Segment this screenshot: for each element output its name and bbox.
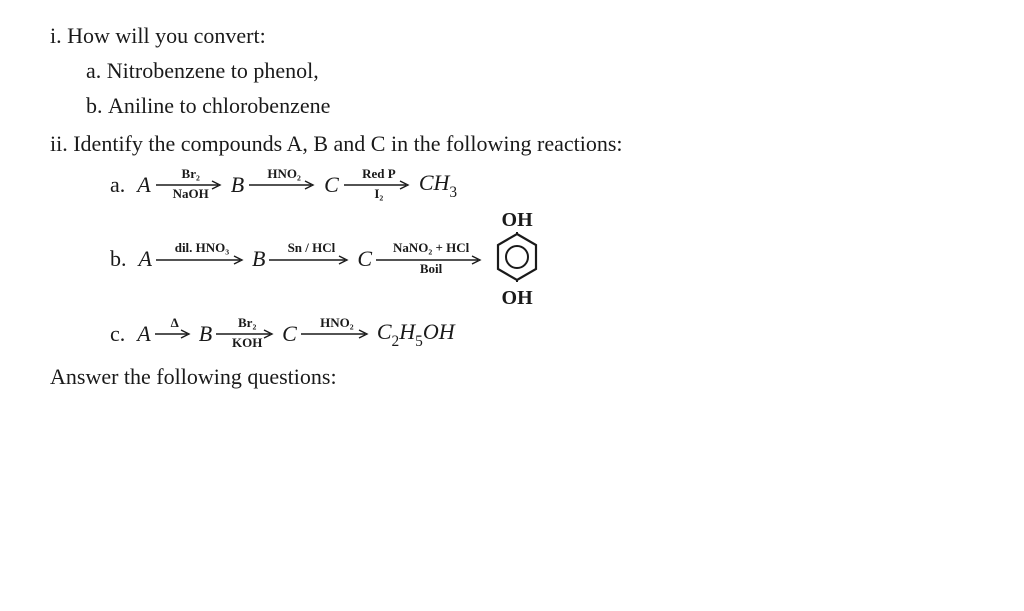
rxc-prod-h: H <box>399 319 415 344</box>
reaction-c: c. A Δ B Br₂ KOH C HNO₂ C2H5OH <box>50 314 994 353</box>
rxb-a2-bot <box>310 262 313 276</box>
rxb-B: B <box>252 241 265 276</box>
qi-a-label: a. <box>86 53 101 88</box>
rxc-a2-bot: KOH <box>232 336 262 350</box>
rxc-arrow3: HNO₂ <box>301 316 373 351</box>
rxc-prod-5: 5 <box>415 333 423 350</box>
rxc-a1-bot <box>173 336 176 350</box>
qi-a-text: Nitrobenzene to phenol, <box>107 53 319 88</box>
rxa-label: a. <box>110 167 125 202</box>
rxb-arrow3: NaNO₂ + HCl Boil <box>376 241 486 276</box>
rxb-arrow2: Sn / HCl <box>269 241 353 276</box>
rxa-B: B <box>231 167 244 202</box>
rxb-oh-top: OH <box>502 210 533 230</box>
rxb-a1-bot <box>200 262 203 276</box>
rxc-C: C <box>282 316 297 351</box>
q-i-num: i. <box>50 18 62 53</box>
rxc-B: B <box>199 316 212 351</box>
rxc-a3-bot <box>335 336 338 350</box>
rxa-prod-sub: 3 <box>449 184 457 201</box>
rxb-C: C <box>357 241 372 276</box>
rxc-A: A <box>137 316 150 351</box>
rxa-product: CH3 <box>419 165 457 204</box>
rxb-label: b. <box>110 241 127 276</box>
qi-b-label: b. <box>86 88 103 123</box>
rxc-arrow1: Δ <box>155 316 195 351</box>
rxa-a3-bot: I₂ <box>374 187 383 201</box>
rxa-A: A <box>137 167 150 202</box>
rxa-a1-bot: NaOH <box>173 187 209 201</box>
rxa-arrow3: Red P I₂ <box>343 167 415 202</box>
rxa-prod-base: CH <box>419 170 450 195</box>
rxb-A: A <box>139 241 152 276</box>
rxc-product: C2H5OH <box>377 314 455 353</box>
q-ii-num: ii. <box>50 126 68 161</box>
rxc-prod-c: C <box>377 319 392 344</box>
rxc-prod-oh: OH <box>423 319 455 344</box>
answer-heading: Answer the following questions: <box>50 359 994 394</box>
q-i-text: How will you convert: <box>67 18 266 53</box>
rxb-oh-bot: OH <box>502 288 533 308</box>
reaction-a: a. A Br₂ NaOH B HNO₂ C Red P I₂ CH3 <box>50 165 994 204</box>
rxb-a3-bot: Boil <box>420 262 442 276</box>
rxc-label: c. <box>110 316 125 351</box>
answer-heading-text: Answer the following questions: <box>50 359 337 394</box>
q-ii-text: Identify the compounds A, B and C in the… <box>73 126 622 161</box>
qi-part-a: a. Nitrobenzene to phenol, <box>50 53 994 88</box>
reaction-b: b. A dil. HNO₃ B Sn / HCl C NaNO₂ + HCl … <box>50 210 994 308</box>
benzene-ring-icon <box>494 232 540 286</box>
rxa-C: C <box>324 167 339 202</box>
qi-part-b: b. Aniline to chlorobenzene <box>50 88 994 123</box>
rxc-arrow2: Br₂ KOH <box>216 316 278 351</box>
question-ii: ii. Identify the compounds A, B and C in… <box>50 126 994 161</box>
rxa-a2-bot <box>283 187 286 201</box>
question-i: i. How will you convert: <box>50 18 994 53</box>
rxb-product-structure: OH OH <box>494 210 540 308</box>
rxc-prod-2a: 2 <box>392 333 400 350</box>
rxa-arrow1: Br₂ NaOH <box>155 167 227 202</box>
rxb-arrow1: dil. HNO₃ <box>156 241 248 276</box>
qi-b-text: Aniline to chlorobenzene <box>108 88 330 123</box>
rxa-arrow2: HNO₂ <box>248 167 320 202</box>
